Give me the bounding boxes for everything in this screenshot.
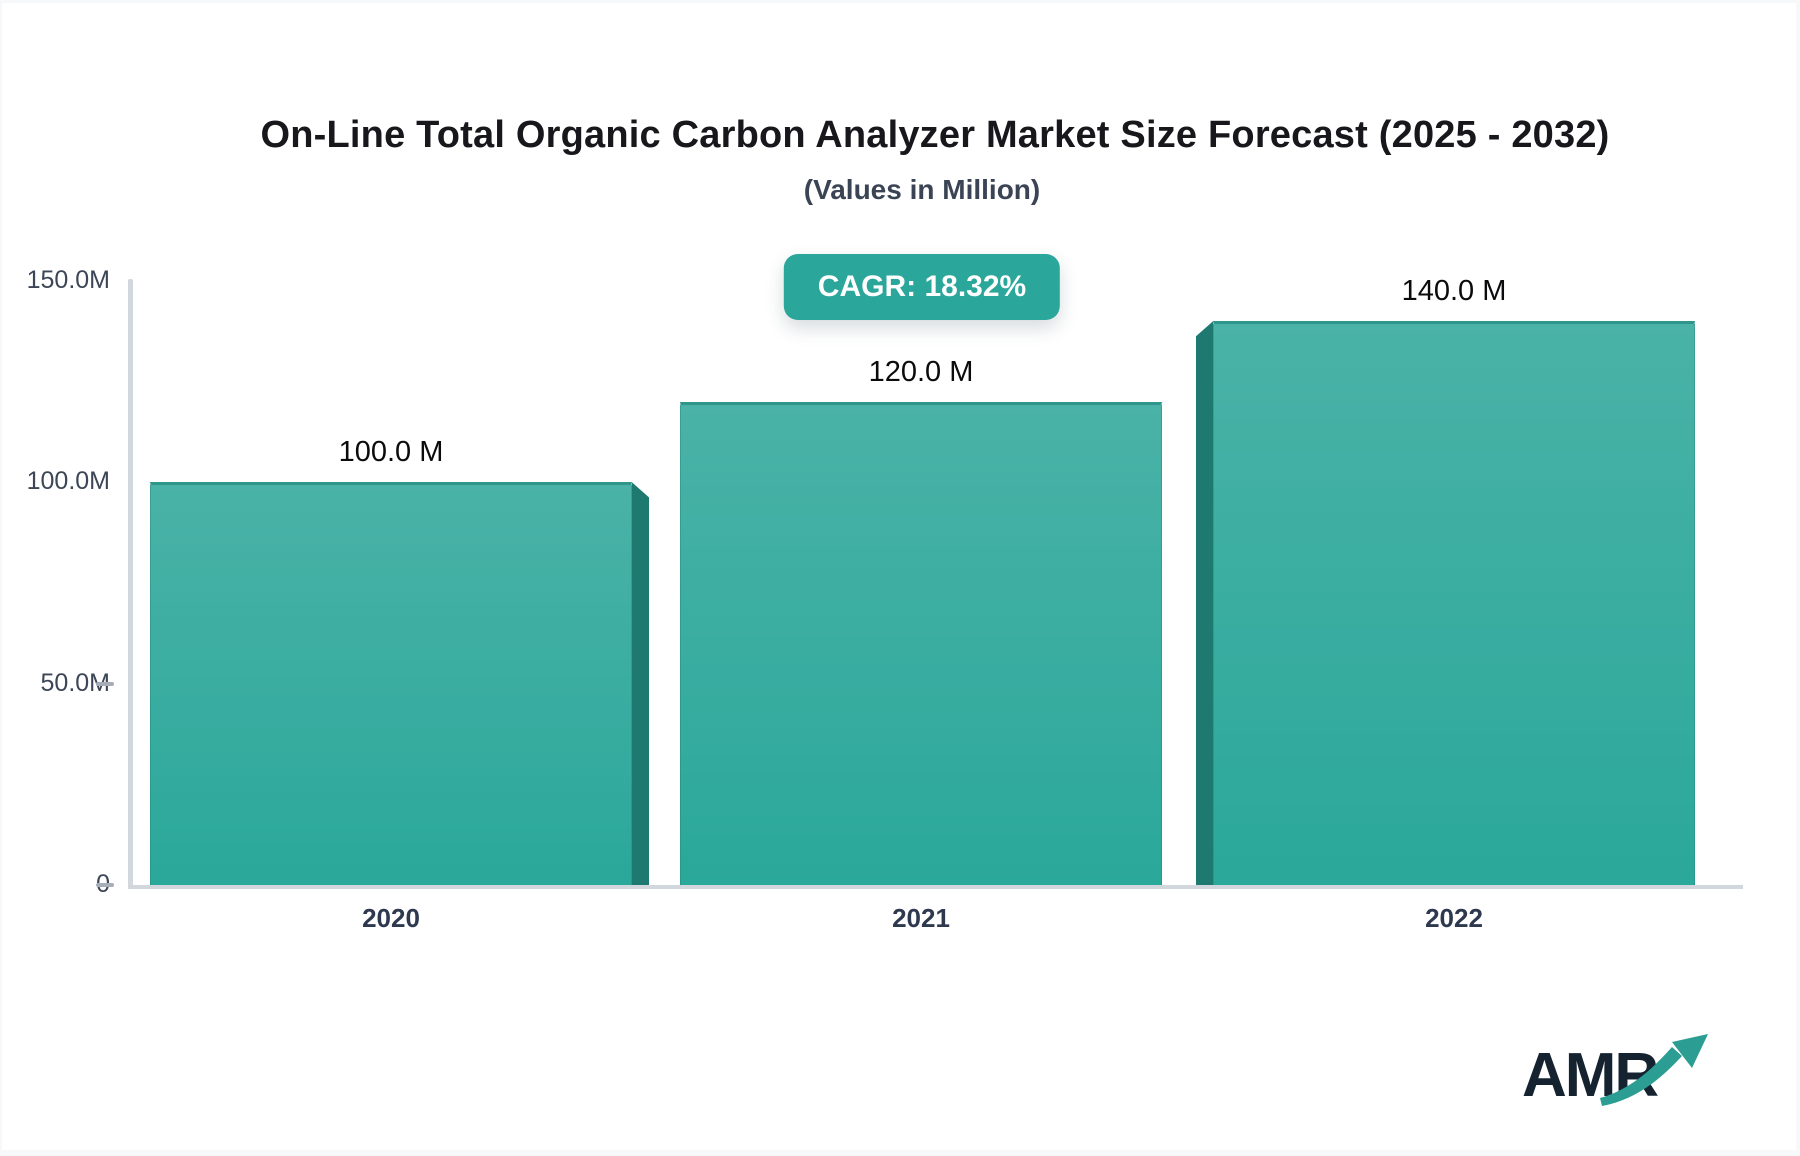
chart-title: On-Line Total Organic Carbon Analyzer Ma… bbox=[260, 114, 1610, 156]
x-axis-label: 2022 bbox=[1425, 903, 1483, 933]
amr-logo-arrow-icon bbox=[1600, 1047, 1682, 1106]
cagr-badge: CAGR: 18.32% bbox=[783, 254, 1061, 320]
amr-logo: AMR bbox=[1522, 1034, 1708, 1110]
x-axis-label: 2020 bbox=[362, 903, 420, 933]
y-tick-label: 150.0M bbox=[26, 266, 110, 294]
y-tick-label: 100.0M bbox=[26, 467, 110, 496]
bar-value-label: 100.0 M bbox=[338, 436, 444, 469]
bar-value-label: 140.0 M bbox=[1401, 275, 1507, 308]
y-tick-label: 50.0M bbox=[40, 668, 110, 697]
bar-2020[interactable] bbox=[150, 482, 632, 885]
amr-logo-arrowhead-icon bbox=[1672, 1034, 1708, 1068]
amr-logo-text: AMR bbox=[1522, 1041, 1658, 1110]
bar-2022[interactable] bbox=[1213, 321, 1695, 885]
x-axis-line bbox=[128, 885, 1743, 889]
bar-2020-side-face bbox=[632, 482, 649, 885]
bar-2022-side-face bbox=[1196, 321, 1213, 885]
y-tick-mark bbox=[96, 883, 114, 887]
y-tick-label: 0 bbox=[0, 870, 110, 899]
y-tick-mark bbox=[96, 681, 114, 686]
bar-2021[interactable] bbox=[680, 401, 1162, 885]
x-axis-label: 2021 bbox=[892, 903, 950, 933]
bar-value-label: 120.0 M bbox=[868, 355, 974, 388]
y-axis-line bbox=[128, 279, 133, 889]
cagr-badge-label: CAGR: 18.32% bbox=[817, 270, 1027, 303]
chart-subtitle: (Values in Million) bbox=[803, 174, 1041, 205]
